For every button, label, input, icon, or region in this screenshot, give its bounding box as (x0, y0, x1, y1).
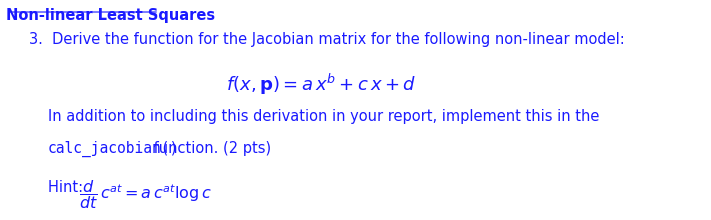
Text: $\dfrac{d}{dt}\,c^{at} = a\,c^{at}\log c$: $\dfrac{d}{dt}\,c^{at} = a\,c^{at}\log c… (79, 178, 212, 211)
Text: 3.  Derive the function for the Jacobian matrix for the following non-linear mod: 3. Derive the function for the Jacobian … (29, 32, 625, 47)
Text: Hint:: Hint: (48, 180, 88, 195)
Text: calc_jacobian(): calc_jacobian() (48, 141, 179, 157)
Text: In addition to including this derivation in your report, implement this in the: In addition to including this derivation… (48, 109, 599, 124)
Text: $f(x,\mathbf{p}) = a\, x^{b} + c\, x + d$: $f(x,\mathbf{p}) = a\, x^{b} + c\, x + d… (225, 72, 416, 97)
Text: function. (2 pts): function. (2 pts) (149, 141, 272, 156)
Text: Non-linear Least Squares: Non-linear Least Squares (6, 8, 215, 23)
